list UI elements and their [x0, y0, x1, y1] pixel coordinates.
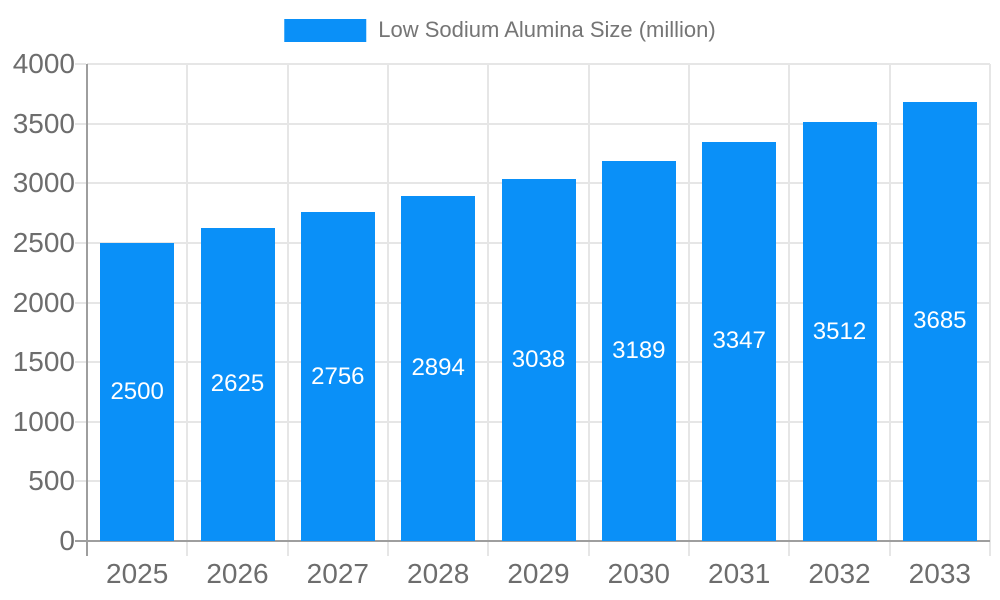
x-axis-tick: [788, 541, 791, 556]
bar-value-label: 3189: [612, 336, 666, 364]
legend-swatch: [284, 18, 367, 42]
gridline-vertical: [286, 64, 289, 541]
y-axis-tick: [75, 420, 86, 423]
x-axis-line: [75, 540, 990, 542]
x-axis-tick: [688, 541, 690, 556]
bar-2031[interactable]: 3347: [702, 141, 777, 541]
gridline-vertical: [688, 64, 690, 541]
y-axis-tick: [75, 182, 86, 185]
y-tick-label: 2000: [12, 286, 75, 318]
x-axis-tick: [888, 541, 891, 556]
y-axis-tick: [75, 301, 86, 304]
x-axis-tick: [487, 541, 490, 556]
y-tick-label: 1000: [12, 405, 75, 437]
x-axis-tick: [186, 541, 189, 556]
y-tick-label: 3000: [12, 167, 75, 199]
y-tick-label: 500: [28, 465, 75, 497]
x-tick-label: 2028: [407, 558, 470, 589]
x-tick-label: 2025: [106, 558, 169, 589]
y-axis-tick: [75, 241, 86, 244]
x-tick-label: 2031: [708, 558, 771, 589]
bar-2028[interactable]: 2894: [401, 195, 476, 541]
gridline-horizontal: [87, 122, 990, 125]
gridline-vertical: [788, 64, 791, 541]
x-axis-tick: [587, 541, 590, 556]
x-tick-label: 2026: [206, 558, 269, 589]
y-axis-labels: 0 500 1000 1500 2000 2500 3000 3500 4000: [0, 50, 75, 555]
y-axis-tick: [75, 361, 86, 364]
bar-2030[interactable]: 3189: [601, 160, 676, 541]
x-tick-label: 2030: [607, 558, 670, 589]
bar-2032[interactable]: 3512: [802, 122, 877, 541]
bar-value-label: 2894: [411, 354, 465, 382]
x-axis-tick: [989, 541, 991, 556]
bar-value-label: 2500: [110, 377, 164, 405]
x-tick-label: 2032: [808, 558, 871, 589]
x-tick-label: 2027: [306, 558, 369, 589]
gridline-vertical: [989, 64, 991, 541]
gridline-vertical: [487, 64, 490, 541]
x-tick-label: 2029: [507, 558, 570, 589]
bar-value-label: 2756: [311, 362, 365, 390]
gridline-vertical: [587, 64, 590, 541]
y-axis-tick: [75, 63, 86, 65]
y-axis-tick: [75, 122, 86, 125]
bar-2025[interactable]: 2500: [100, 242, 175, 541]
y-tick-label: 4000: [12, 48, 75, 79]
bar-value-label: 2625: [210, 370, 265, 398]
bar-2027[interactable]: 2756: [300, 212, 375, 541]
bar-value-label: 3347: [712, 327, 766, 355]
legend-label: Low Sodium Alumina Size (million): [378, 17, 716, 42]
bar-value-label: 3512: [812, 317, 867, 345]
bar-2033[interactable]: 3685: [902, 101, 977, 541]
y-tick-label: 3500: [12, 107, 75, 139]
bar-2029[interactable]: 3038: [501, 178, 576, 541]
y-tick-label: 2500: [12, 226, 75, 258]
y-axis-tick: [75, 480, 86, 483]
gridline-vertical: [888, 64, 891, 541]
bar-value-label: 3685: [913, 307, 967, 335]
y-tick-label: 0: [59, 525, 75, 556]
bar-value-label: 3038: [511, 345, 566, 373]
plot-area: 2500 2625 2756 2894 3038 3189 3347 3512 3685: [75, 63, 991, 556]
bar-2026[interactable]: 2625: [200, 227, 275, 541]
x-tick-label: 2033: [908, 558, 971, 589]
x-axis-tick: [286, 541, 289, 556]
x-axis-labels: 2025 2026 2027 2028 2029 2030 2031 2032 2033: [87, 560, 990, 594]
y-tick-label: 1500: [12, 346, 75, 378]
legend-item[interactable]: Low Sodium Alumina Size (million): [284, 17, 716, 43]
gridline-vertical: [387, 64, 389, 541]
gridline-vertical: [186, 64, 189, 541]
y-axis-line: [86, 64, 88, 556]
gridline-horizontal: [87, 63, 990, 65]
x-axis-tick: [387, 541, 389, 556]
